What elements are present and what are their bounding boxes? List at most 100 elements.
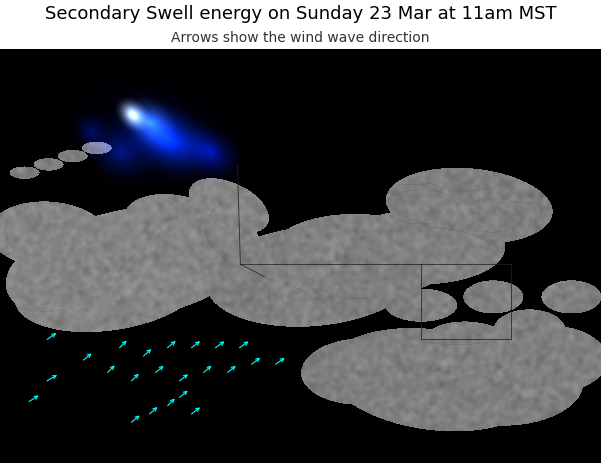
Point (380, 313, 390, 320)
Point (0, 224, 10, 231)
Point (474, 186, 484, 193)
Point (375, 197, 385, 204)
Point (451, 199, 461, 206)
Point (503, 226, 513, 233)
Point (464, 230, 474, 237)
Point (484, 80, 494, 88)
Point (542, 90, 552, 98)
Point (162, 315, 172, 322)
Point (499, 256, 509, 263)
Point (192, 328, 202, 335)
Point (323, 165, 333, 172)
Point (341, 186, 351, 193)
Point (491, 195, 501, 202)
Point (342, 187, 352, 194)
Point (362, 192, 372, 199)
Point (516, 329, 526, 336)
Point (39, 181, 49, 188)
Point (201, 233, 211, 240)
Point (534, 199, 544, 206)
Point (119, 300, 129, 307)
Point (506, 83, 516, 91)
Point (25, 187, 35, 194)
Point (581, 226, 591, 233)
Point (384, 297, 394, 304)
Point (582, 123, 592, 131)
Point (587, 126, 597, 133)
Point (131, 182, 141, 189)
Point (31, 184, 41, 191)
Point (200, 230, 210, 237)
Point (268, 183, 278, 190)
Point (200, 210, 210, 217)
Point (340, 169, 350, 176)
Point (38, 307, 48, 315)
Point (478, 338, 488, 346)
Point (484, 229, 494, 236)
Point (539, 219, 549, 226)
Point (502, 266, 512, 273)
Point (536, 317, 546, 324)
Point (187, 325, 197, 332)
Point (67, 304, 77, 311)
Point (512, 268, 522, 275)
Point (135, 183, 145, 190)
Point (237, 266, 247, 273)
Point (502, 196, 512, 203)
Point (473, 233, 483, 240)
Point (323, 293, 333, 300)
Point (580, 227, 590, 234)
Point (126, 306, 136, 313)
Point (209, 246, 219, 253)
Point (379, 199, 389, 206)
Point (405, 333, 415, 341)
Point (534, 277, 544, 284)
Point (213, 216, 223, 223)
Point (460, 77, 470, 85)
Point (482, 195, 492, 202)
Point (431, 182, 441, 189)
Point (313, 182, 323, 189)
Point (451, 77, 461, 85)
Point (481, 228, 491, 235)
Point (418, 181, 428, 188)
Point (500, 261, 510, 268)
Point (405, 187, 415, 194)
Point (458, 77, 468, 85)
Point (142, 313, 152, 320)
Point (514, 83, 524, 91)
Point (411, 220, 421, 227)
Point (295, 133, 305, 140)
Point (321, 164, 331, 171)
Point (458, 229, 468, 236)
Point (561, 182, 571, 189)
Point (91, 293, 101, 300)
Point (47, 179, 57, 186)
Point (459, 188, 469, 195)
Point (383, 211, 393, 218)
Point (411, 218, 421, 225)
Point (555, 196, 565, 203)
Point (458, 207, 468, 214)
Point (487, 338, 497, 345)
Point (549, 226, 559, 233)
Point (438, 217, 448, 224)
Point (260, 303, 270, 310)
Point (50, 307, 60, 314)
Point (200, 220, 210, 227)
Point (518, 214, 528, 221)
Point (358, 174, 368, 181)
Point (262, 183, 272, 190)
Point (297, 143, 307, 150)
Point (507, 267, 517, 274)
Point (206, 243, 216, 250)
Point (379, 179, 389, 186)
Point (105, 177, 115, 184)
Point (99, 177, 109, 184)
Point (244, 187, 254, 194)
Point (220, 329, 230, 336)
Point (409, 335, 419, 342)
Point (328, 166, 338, 173)
Point (270, 182, 280, 189)
Point (27, 186, 37, 193)
